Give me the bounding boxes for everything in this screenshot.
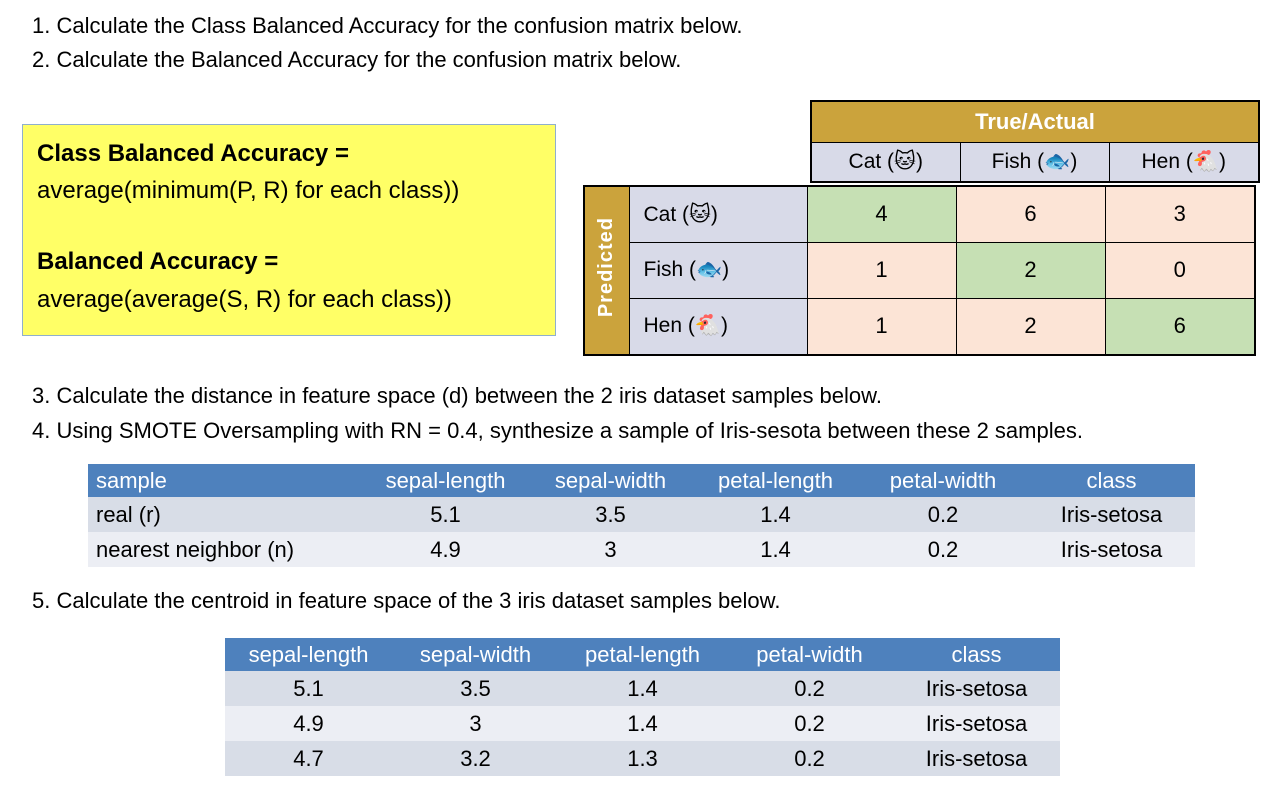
cm-cell-fish-hen: 0 [1104, 241, 1256, 299]
row-header-fish: Fish (🐟) [628, 241, 808, 299]
balanced-accuracy-title: Balanced Accuracy = [37, 248, 279, 276]
question-1: 1. Calculate the Class Balanced Accuracy… [32, 13, 743, 38]
cell-sepal-length: 4.9 [225, 706, 392, 741]
header-sepal-length: sepal-length [225, 638, 392, 671]
cell-sepal-width: 3 [392, 706, 559, 741]
header-sepal-width: sepal-width [392, 638, 559, 671]
confusion-matrix-header: True/Actual Cat (🐱) Fish (🐟) Hen (🐔) [810, 100, 1260, 183]
col-header-hen: Hen (🐔) [1108, 141, 1260, 183]
cm-cell-hen-fish: 2 [955, 297, 1106, 356]
table-row-real: real (r) 5.1 3.5 1.4 0.2 Iris-setosa [88, 497, 1195, 532]
cell-petal-length: 1.4 [693, 497, 858, 532]
cm-cell-hen-hen: 6 [1104, 297, 1256, 356]
cm-cell-hen-cat: 1 [806, 297, 957, 356]
cell-class: Iris-setosa [893, 671, 1060, 706]
row-header-cat: Cat (🐱) [628, 185, 808, 243]
predicted-axis-label: Predicted [595, 217, 618, 318]
cell-petal-width: 0.2 [726, 706, 893, 741]
cell-petal-width: 0.2 [858, 532, 1028, 567]
cell-class: Iris-setosa [893, 706, 1060, 741]
cell-petal-width: 0.2 [726, 741, 893, 776]
question-2: 2. Calculate the Balanced Accuracy for t… [32, 47, 682, 72]
header-sepal-length: sepal-length [363, 464, 528, 497]
confusion-matrix-body: Predicted Cat (🐱) 4 6 3 Fish (🐟) 1 2 0 H… [583, 185, 1256, 356]
cm-cell-cat-fish: 6 [955, 185, 1106, 243]
cm-cell-fish-fish: 2 [955, 241, 1106, 299]
col-header-cat: Cat (🐱) [810, 141, 961, 183]
cell-petal-length: 1.4 [559, 706, 726, 741]
row-header-hen: Hen (🐔) [628, 297, 808, 356]
cell-petal-width: 0.2 [726, 671, 893, 706]
cell-sepal-length: 4.9 [363, 532, 528, 567]
cell-sepal-width: 3.5 [392, 671, 559, 706]
cm-cell-fish-cat: 1 [806, 241, 957, 299]
cell-sepal-length: 5.1 [225, 671, 392, 706]
cell-sample-name: real (r) [88, 497, 363, 532]
header-class: class [1028, 464, 1195, 497]
cell-petal-length: 1.4 [559, 671, 726, 706]
header-sample: sample [88, 464, 363, 497]
table-row-nearest-neighbor: nearest neighbor (n) 4.9 3 1.4 0.2 Iris-… [88, 532, 1195, 567]
header-class: class [893, 638, 1060, 671]
cell-petal-length: 1.3 [559, 741, 726, 776]
header-petal-width: petal-width [726, 638, 893, 671]
question-5: 5. Calculate the centroid in feature spa… [32, 588, 781, 613]
class-balanced-accuracy-title: Class Balanced Accuracy = [37, 140, 349, 167]
formula-box-spacer [37, 209, 541, 243]
table-row: 4.7 3.2 1.3 0.2 Iris-setosa [225, 741, 1060, 776]
cell-class: Iris-setosa [893, 741, 1060, 776]
centroid-table: sepal-length sepal-width petal-length pe… [225, 638, 1060, 776]
question-3: 3. Calculate the distance in feature spa… [32, 383, 882, 408]
predicted-axis-cell: Predicted [583, 185, 630, 356]
cell-petal-length: 1.4 [693, 532, 858, 567]
header-petal-width: petal-width [858, 464, 1028, 497]
cm-cell-cat-hen: 3 [1104, 185, 1256, 243]
cell-sample-name: nearest neighbor (n) [88, 532, 363, 567]
header-sepal-width: sepal-width [528, 464, 693, 497]
balanced-accuracy-formula: average(average(S, R) for each class)) [37, 285, 452, 313]
table-row: 5.1 3.5 1.4 0.2 Iris-setosa [225, 671, 1060, 706]
cell-class: Iris-setosa [1028, 532, 1195, 567]
col-header-fish: Fish (🐟) [959, 141, 1110, 183]
header-petal-length: petal-length [559, 638, 726, 671]
iris-samples-header-row: sample sepal-length sepal-width petal-le… [88, 464, 1195, 497]
cell-sepal-width: 3.2 [392, 741, 559, 776]
formula-box: Class Balanced Accuracy = average(minimu… [22, 124, 556, 336]
cell-sepal-length: 4.7 [225, 741, 392, 776]
cell-petal-width: 0.2 [858, 497, 1028, 532]
header-petal-length: petal-length [693, 464, 858, 497]
cell-sepal-width: 3.5 [528, 497, 693, 532]
class-balanced-accuracy-formula: average(minimum(P, R) for each class)) [37, 177, 460, 205]
cell-sepal-width: 3 [528, 532, 693, 567]
table-row: 4.9 3 1.4 0.2 Iris-setosa [225, 706, 1060, 741]
question-4: 4. Using SMOTE Oversampling with RN = 0.… [32, 418, 1083, 443]
true-actual-axis-label: True/Actual [810, 100, 1260, 143]
cell-class: Iris-setosa [1028, 497, 1195, 532]
centroid-header-row: sepal-length sepal-width petal-length pe… [225, 638, 1060, 671]
iris-samples-table: sample sepal-length sepal-width petal-le… [88, 464, 1195, 567]
cm-cell-cat-cat: 4 [806, 185, 957, 243]
cell-sepal-length: 5.1 [363, 497, 528, 532]
